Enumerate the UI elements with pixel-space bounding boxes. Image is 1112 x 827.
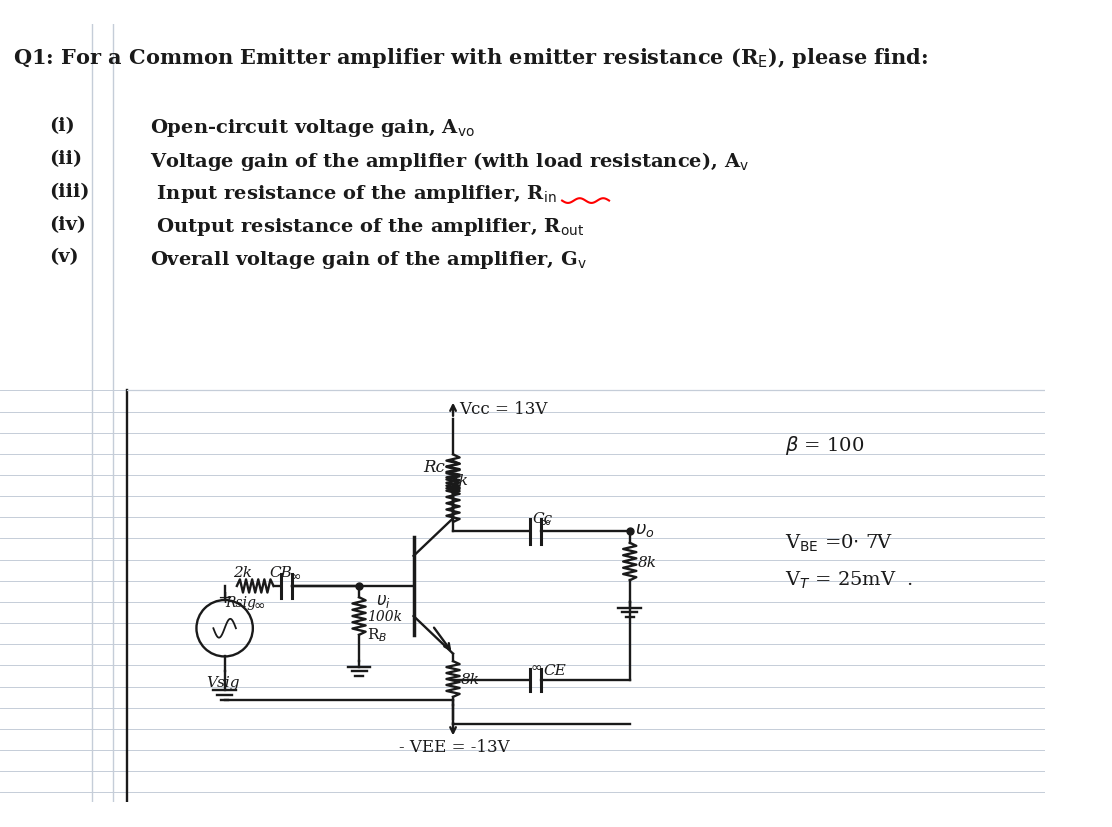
Text: R$_B$: R$_B$ — [367, 626, 387, 643]
Text: Q1: For a Common Emitter amplifier with emitter resistance (R$_\mathrm{E}$), ple: Q1: For a Common Emitter amplifier with … — [13, 45, 929, 69]
Text: $\beta$ = 100: $\beta$ = 100 — [785, 433, 864, 457]
Text: Cc: Cc — [532, 511, 553, 525]
Text: (ii): (ii) — [49, 150, 82, 168]
Text: 100k: 100k — [367, 609, 401, 624]
Text: (i): (i) — [49, 117, 75, 135]
Text: $\infty$: $\infty$ — [538, 514, 550, 528]
Text: Output resistance of the amplifier, R$_\mathrm{out}$: Output resistance of the amplifier, R$_\… — [150, 215, 585, 237]
Text: Rsig: Rsig — [226, 595, 257, 609]
Text: Open-circuit voltage gain, A$_\mathrm{vo}$: Open-circuit voltage gain, A$_\mathrm{vo… — [150, 117, 475, 139]
Text: (v): (v) — [49, 248, 79, 266]
Text: - VEE = -13V: - VEE = -13V — [398, 739, 509, 755]
Text: $\infty$: $\infty$ — [289, 568, 301, 582]
Text: CB: CB — [270, 566, 292, 580]
Text: (iii): (iii) — [49, 183, 89, 200]
Text: $\upsilon_o$: $\upsilon_o$ — [635, 520, 655, 538]
Text: Vcc = 13V: Vcc = 13V — [458, 400, 547, 418]
Text: V$_T$ = 25mV  .: V$_T$ = 25mV . — [785, 569, 913, 590]
Text: $\infty$: $\infty$ — [530, 659, 543, 673]
Text: Overall voltage gain of the amplifier, G$_\mathrm{v}$: Overall voltage gain of the amplifier, G… — [150, 248, 587, 270]
Text: V$_\mathrm{BE}$ =0$\cdot$ 7V: V$_\mathrm{BE}$ =0$\cdot$ 7V — [785, 532, 893, 553]
Text: CE: CE — [544, 663, 566, 677]
Text: (iv): (iv) — [49, 215, 86, 233]
Text: Voltage gain of the amplifier (with load resistance), A$_\mathrm{v}$: Voltage gain of the amplifier (with load… — [150, 150, 749, 173]
Text: Input resistance of the amplifier, R$_\mathrm{in}$: Input resistance of the amplifier, R$_\m… — [150, 183, 557, 204]
Text: 8k: 8k — [460, 672, 479, 686]
Text: +: + — [217, 588, 232, 606]
Text: $\upsilon_i$: $\upsilon_i$ — [376, 591, 390, 609]
Text: 2k: 2k — [234, 566, 252, 580]
Text: Rc: Rc — [423, 458, 445, 476]
Text: 8k: 8k — [638, 555, 657, 569]
Text: $\infty$: $\infty$ — [252, 597, 265, 611]
Text: Vsig: Vsig — [206, 676, 239, 690]
Text: 4k: 4k — [449, 474, 468, 488]
